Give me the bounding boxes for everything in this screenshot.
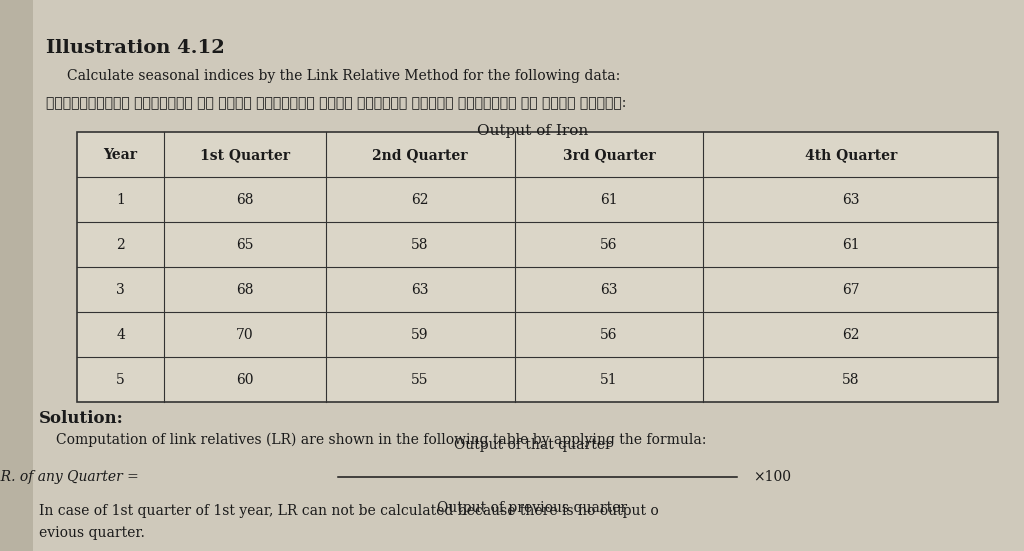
Text: Calculate seasonal indices by the Link Relative Method for the following data:: Calculate seasonal indices by the Link R… xyxy=(67,69,620,83)
Text: evious quarter.: evious quarter. xyxy=(39,526,144,540)
Text: Output of that quarter: Output of that quarter xyxy=(454,438,611,452)
Text: 5: 5 xyxy=(116,372,125,387)
Text: 4: 4 xyxy=(116,328,125,342)
Text: 1: 1 xyxy=(116,193,125,207)
Text: 3: 3 xyxy=(116,283,125,297)
Text: Output of previous quarter: Output of previous quarter xyxy=(437,501,628,515)
Text: 68: 68 xyxy=(237,193,254,207)
Text: 65: 65 xyxy=(237,237,254,252)
Text: Illustration 4.12: Illustration 4.12 xyxy=(46,39,225,57)
Text: Computation of link relatives (LR) are shown in the following table by applying : Computation of link relatives (LR) are s… xyxy=(56,433,707,447)
Text: L.R. of any Quarter =: L.R. of any Quarter = xyxy=(0,469,143,484)
Text: Solution:: Solution: xyxy=(39,410,124,428)
Text: निम्नलिखित आंकड़ों से लिंक रिलेटिव विधि द्वारा सीजनल सूचकांक की गणना कीजिए:: निम्नलिखित आंकड़ों से लिंक रिलेटिव विधि … xyxy=(46,96,627,110)
Text: 59: 59 xyxy=(412,328,429,342)
Text: 58: 58 xyxy=(842,372,860,387)
Text: 61: 61 xyxy=(600,193,617,207)
Text: 56: 56 xyxy=(600,237,617,252)
Text: 62: 62 xyxy=(412,193,429,207)
Text: 1st Quarter: 1st Quarter xyxy=(200,148,290,162)
Bar xyxy=(0,0,33,551)
Text: 67: 67 xyxy=(842,283,860,297)
Text: 60: 60 xyxy=(237,372,254,387)
Text: Output of Iron: Output of Iron xyxy=(477,124,588,138)
Text: 63: 63 xyxy=(600,283,617,297)
Text: 63: 63 xyxy=(842,193,860,207)
FancyBboxPatch shape xyxy=(77,132,998,402)
Text: 2nd Quarter: 2nd Quarter xyxy=(373,148,468,162)
Text: In case of 1st quarter of 1st year, LR can not be calculated because there is no: In case of 1st quarter of 1st year, LR c… xyxy=(39,504,658,518)
Text: 4th Quarter: 4th Quarter xyxy=(805,148,897,162)
Text: ×100: ×100 xyxy=(753,469,791,484)
Text: 51: 51 xyxy=(600,372,617,387)
Text: 70: 70 xyxy=(237,328,254,342)
Text: 2: 2 xyxy=(116,237,125,252)
Text: 3rd Quarter: 3rd Quarter xyxy=(563,148,655,162)
Text: 56: 56 xyxy=(600,328,617,342)
Text: Year: Year xyxy=(103,148,137,162)
Text: 55: 55 xyxy=(412,372,429,387)
Text: 62: 62 xyxy=(842,328,860,342)
Text: 61: 61 xyxy=(842,237,860,252)
Text: 58: 58 xyxy=(412,237,429,252)
Text: 63: 63 xyxy=(412,283,429,297)
Text: 68: 68 xyxy=(237,283,254,297)
